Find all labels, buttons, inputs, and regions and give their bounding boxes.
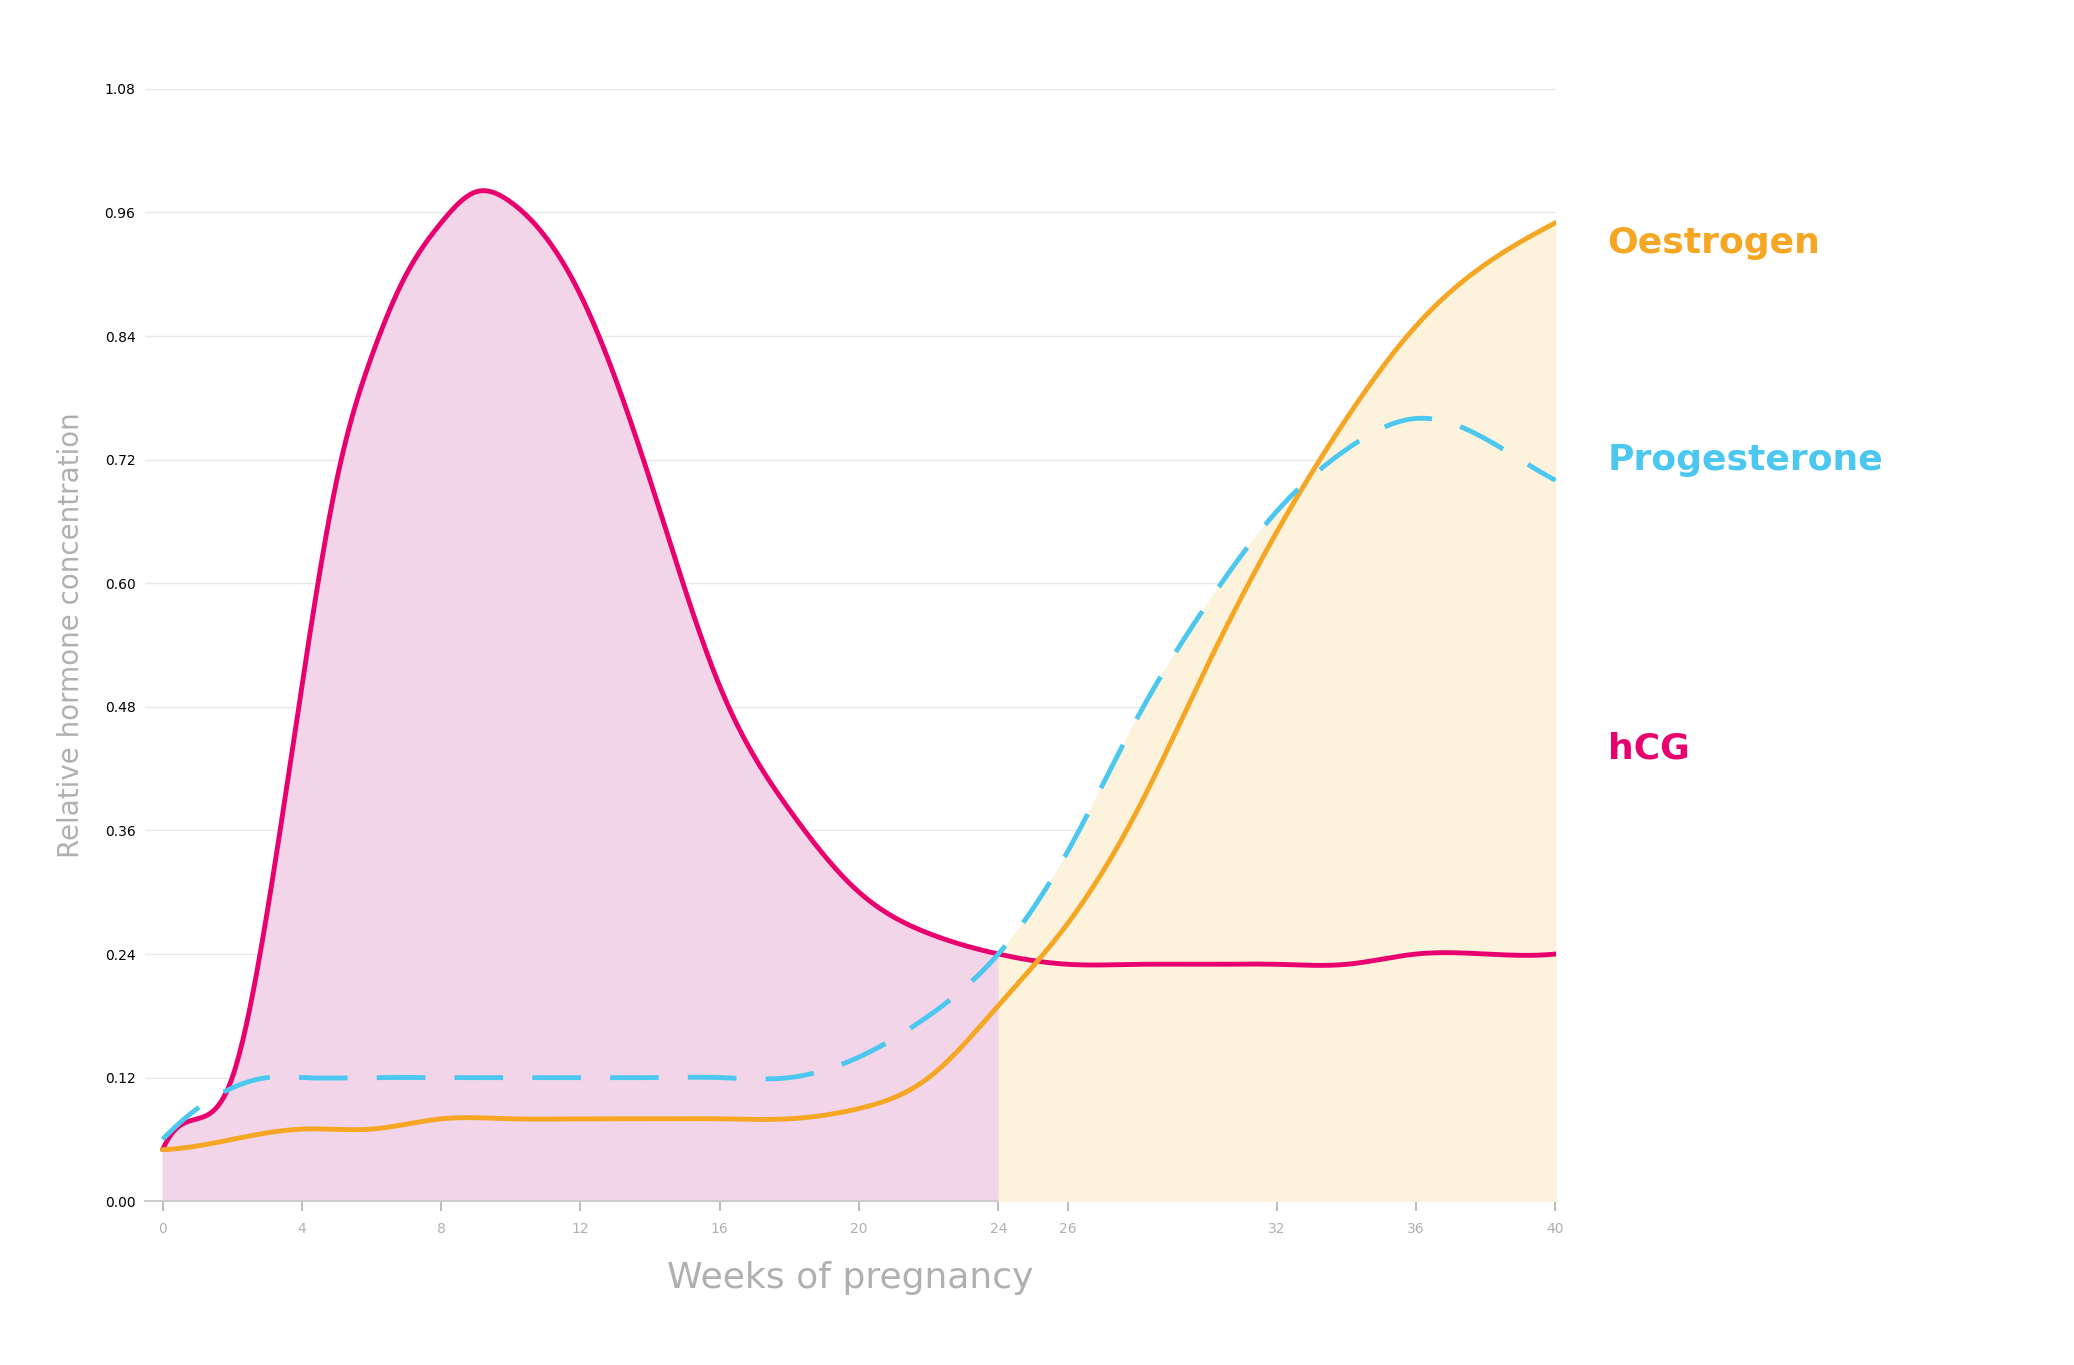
Text: hCG: hCG: [1607, 732, 1690, 764]
Text: Progesterone: Progesterone: [1607, 442, 1883, 476]
X-axis label: Weeks of pregnancy: Weeks of pregnancy: [668, 1261, 1033, 1295]
Y-axis label: Relative hormone concentration: Relative hormone concentration: [58, 412, 85, 857]
Text: Oestrogen: Oestrogen: [1607, 227, 1821, 261]
